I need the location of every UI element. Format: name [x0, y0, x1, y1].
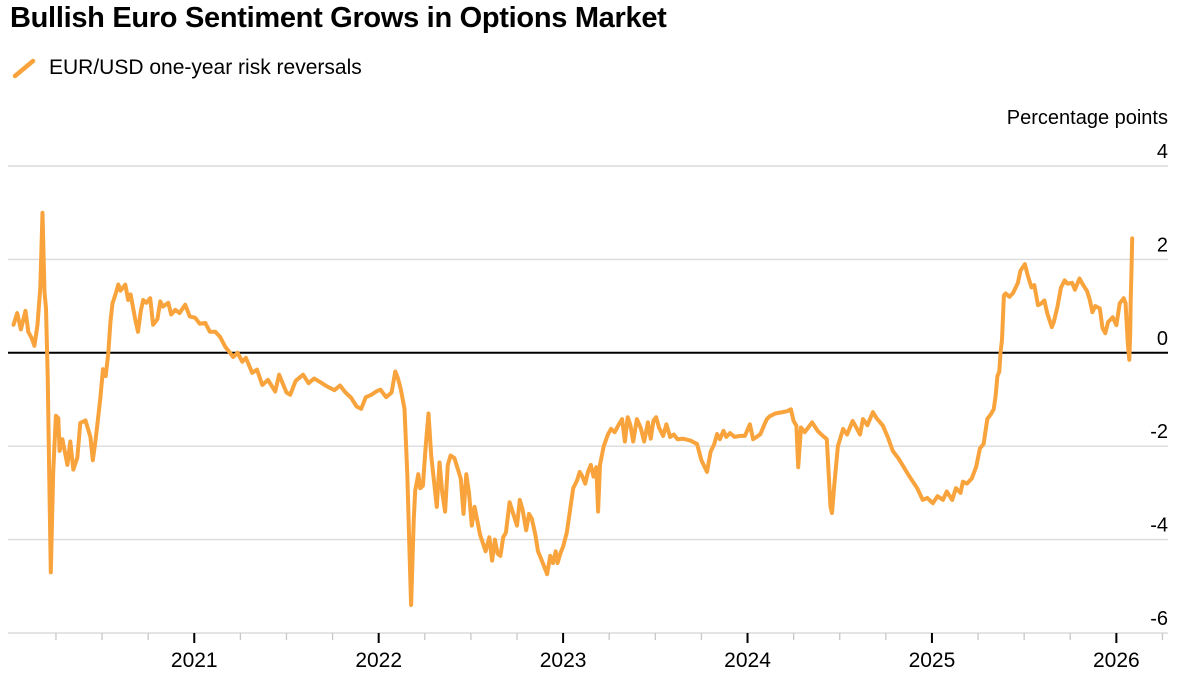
- x-axis-year-label: 2023: [540, 649, 587, 672]
- x-axis-year-label: 2026: [1093, 649, 1140, 672]
- x-axis-year-label: 2024: [724, 649, 771, 672]
- y-axis-tick-label: 0: [1157, 328, 1168, 350]
- risk-reversal-line: [11, 210, 1135, 607]
- y-axis-tick-label: 2: [1157, 234, 1168, 256]
- x-axis-year-label: 2021: [171, 649, 218, 672]
- legend: EUR/USD one-year risk reversals: [12, 56, 362, 80]
- y-axis-tick-label: -4: [1150, 515, 1168, 537]
- x-axis-year-label: 2022: [355, 649, 402, 672]
- x-axis-year-label: 2025: [909, 649, 956, 672]
- legend-line-icon: [12, 56, 38, 80]
- y-axis-tick-label: -2: [1150, 421, 1168, 443]
- y-axis-tick-label: 4: [1157, 141, 1168, 163]
- y-axis-tick-label: -6: [1150, 608, 1168, 630]
- y-axis-unit-label: Percentage points: [1007, 107, 1168, 129]
- legend-label: EUR/USD one-year risk reversals: [49, 56, 362, 79]
- page-title: Bullish Euro Sentiment Grows in Options …: [10, 2, 667, 34]
